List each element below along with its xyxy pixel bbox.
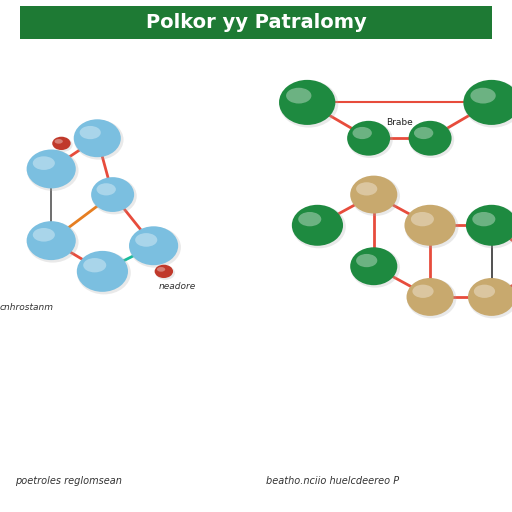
Text: poetroles reglomsean: poetroles reglomsean (15, 476, 122, 486)
Ellipse shape (352, 127, 372, 139)
Ellipse shape (33, 156, 55, 170)
Ellipse shape (27, 222, 78, 263)
Ellipse shape (33, 228, 55, 242)
Ellipse shape (466, 205, 512, 248)
Ellipse shape (53, 138, 73, 152)
Ellipse shape (279, 80, 335, 125)
Ellipse shape (348, 121, 393, 158)
Ellipse shape (92, 178, 137, 215)
Ellipse shape (156, 266, 175, 280)
Ellipse shape (52, 137, 71, 150)
Ellipse shape (130, 227, 181, 268)
Ellipse shape (129, 226, 178, 265)
Ellipse shape (292, 205, 346, 248)
Ellipse shape (356, 182, 377, 196)
FancyBboxPatch shape (20, 6, 492, 39)
Text: cnhrostanm: cnhrostanm (0, 303, 54, 312)
Ellipse shape (80, 126, 101, 139)
Ellipse shape (83, 258, 106, 272)
Text: Brabe: Brabe (386, 118, 413, 127)
Ellipse shape (27, 150, 78, 191)
Ellipse shape (474, 285, 495, 298)
Ellipse shape (298, 212, 322, 226)
Ellipse shape (350, 247, 397, 285)
Text: Polkor yy Patralomy: Polkor yy Patralomy (145, 13, 367, 32)
Ellipse shape (279, 80, 338, 127)
Ellipse shape (77, 251, 131, 294)
Ellipse shape (155, 265, 173, 278)
Ellipse shape (356, 254, 377, 267)
Ellipse shape (351, 248, 400, 288)
Ellipse shape (472, 212, 495, 226)
Ellipse shape (157, 267, 165, 272)
Ellipse shape (74, 119, 121, 157)
Text: neadore: neadore (159, 282, 196, 291)
Ellipse shape (350, 176, 397, 214)
Ellipse shape (407, 279, 456, 318)
Ellipse shape (135, 233, 157, 247)
Ellipse shape (411, 212, 434, 226)
Ellipse shape (74, 120, 123, 160)
Ellipse shape (463, 80, 512, 127)
Ellipse shape (466, 205, 512, 246)
Ellipse shape (407, 278, 454, 316)
Ellipse shape (77, 251, 128, 292)
Ellipse shape (463, 80, 512, 125)
Ellipse shape (91, 177, 134, 212)
Ellipse shape (409, 121, 452, 156)
Ellipse shape (27, 150, 76, 188)
Text: beatho.nciio huelcdeereo P: beatho.nciio huelcdeereo P (266, 476, 399, 486)
Ellipse shape (468, 279, 512, 318)
Ellipse shape (54, 139, 63, 144)
Ellipse shape (414, 127, 433, 139)
Ellipse shape (347, 121, 390, 156)
Ellipse shape (409, 121, 454, 158)
Ellipse shape (351, 176, 400, 216)
Ellipse shape (292, 205, 343, 246)
Ellipse shape (96, 183, 116, 196)
Ellipse shape (468, 278, 512, 316)
Ellipse shape (412, 285, 434, 298)
Ellipse shape (404, 205, 459, 248)
Ellipse shape (27, 221, 76, 260)
Ellipse shape (286, 88, 311, 103)
Ellipse shape (404, 205, 456, 246)
Ellipse shape (471, 88, 496, 103)
